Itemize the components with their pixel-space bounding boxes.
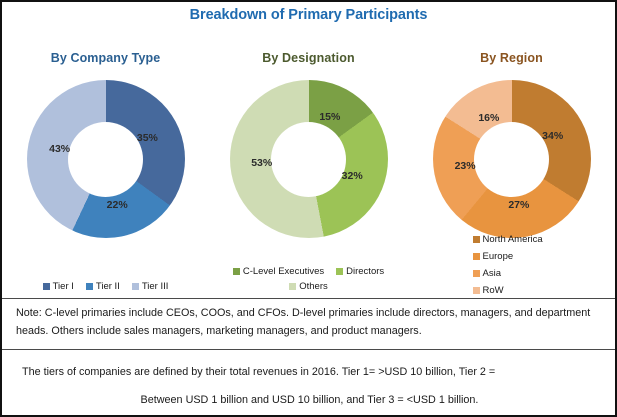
donut-chart-company-type: 35% 22% 43% (26, 80, 185, 238)
legend-swatch-icon-others (289, 283, 297, 290)
note-divider-bottom (2, 349, 615, 350)
slice-label-north-america: 34% (542, 130, 564, 143)
legend-label-row: RoW (482, 285, 504, 296)
legend-item-tier-1[interactable]: Tier I (42, 281, 74, 292)
chart-title-designation: By Designation (262, 51, 355, 65)
legend-item-row[interactable]: RoW (472, 285, 551, 296)
slice-label-directors: 32% (341, 170, 363, 183)
chart-panel-designation: By Designation 15% 32% 53% C-Level Execu… (207, 48, 410, 296)
legend-label-asia: Asia (482, 268, 501, 279)
legend-label-c-level-executives: C-Level Executives (242, 266, 325, 277)
legend-item-north-america[interactable]: North America (472, 234, 551, 245)
frame-border-top (0, 0, 617, 2)
frame-border-right (615, 0, 617, 417)
donut-hole-company-type (68, 121, 143, 197)
slice-label-tier-2: 22% (106, 198, 128, 211)
slice-label-row: 16% (478, 111, 500, 124)
legend-swatch-icon-asia (472, 270, 480, 277)
legend-swatch-icon-tier-1 (42, 283, 50, 290)
tiers-definition-line-2: Between USD 1 billion and USD 10 billion… (140, 394, 479, 406)
frame-border-left (0, 0, 2, 417)
note-divider-top (2, 298, 615, 299)
legend-item-c-level-executives[interactable]: C-Level Executives (232, 266, 325, 277)
chart-title-region: By Region (480, 51, 543, 65)
legend-item-directors[interactable]: Directors (336, 266, 384, 277)
slice-label-c-level-executives: 15% (319, 111, 341, 124)
legend-swatch-icon-tier-2 (85, 283, 93, 290)
legend-swatch-icon-directors (336, 268, 344, 275)
legend-region: North America Europe Asia RoW (428, 234, 596, 296)
legend-swatch-icon-tier-3 (131, 283, 139, 290)
legend-label-europe: Europe (482, 251, 514, 262)
legend-swatch-icon-north-america (472, 236, 480, 243)
legend-swatch-icon-c-level-executives (232, 268, 240, 275)
legend-company-type: Tier I Tier II Tier III (4, 281, 207, 292)
legend-label-tier-3: Tier III (141, 281, 169, 292)
page-title: Breakdown of Primary Participants (189, 7, 428, 23)
frame-border-bottom (0, 415, 617, 417)
slice-label-europe: 27% (508, 199, 530, 212)
donut-hole-region (474, 121, 549, 197)
tiers-definition: The tiers of companies are defined by th… (22, 358, 597, 414)
legend-item-others[interactable]: Others (289, 281, 328, 292)
donut-hole-designation (271, 121, 346, 197)
slice-label-others: 53% (251, 157, 273, 170)
legend-label-others: Others (299, 281, 328, 292)
legend-swatch-icon-europe (472, 253, 480, 260)
donut-chart-region: 34% 27% 23% 16% (432, 80, 591, 238)
legend-item-tier-2[interactable]: Tier II (85, 281, 120, 292)
legend-item-europe[interactable]: Europe (472, 251, 551, 262)
legend-designation: C-Level Executives Directors Others (207, 266, 410, 292)
legend-label-tier-2: Tier II (95, 281, 120, 292)
charts-container: By Company Type 35% 22% 43% Tier I Tier … (4, 48, 613, 296)
legend-swatch-icon-row (472, 287, 480, 294)
note-text: Note: C-level primaries include CEOs, CO… (16, 307, 591, 337)
legend-item-asia[interactable]: Asia (472, 268, 551, 279)
donut-chart-designation: 15% 32% 53% (229, 80, 388, 238)
tiers-definition-line-1: The tiers of companies are defined by th… (22, 366, 496, 378)
chart-title-company-type: By Company Type (50, 51, 161, 65)
slice-label-asia: 23% (454, 160, 476, 173)
chart-panel-company-type: By Company Type 35% 22% 43% Tier I Tier … (4, 48, 207, 296)
legend-label-north-america: North America (482, 234, 543, 245)
slice-label-tier-3: 43% (49, 142, 71, 155)
legend-item-tier-3[interactable]: Tier III (131, 281, 169, 292)
slice-label-tier-1: 35% (136, 131, 158, 144)
legend-label-tier-1: Tier I (52, 281, 74, 292)
legend-label-directors: Directors (346, 266, 385, 277)
chart-panel-region: By Region 34% 27% 23% 16% North America … (410, 48, 613, 296)
